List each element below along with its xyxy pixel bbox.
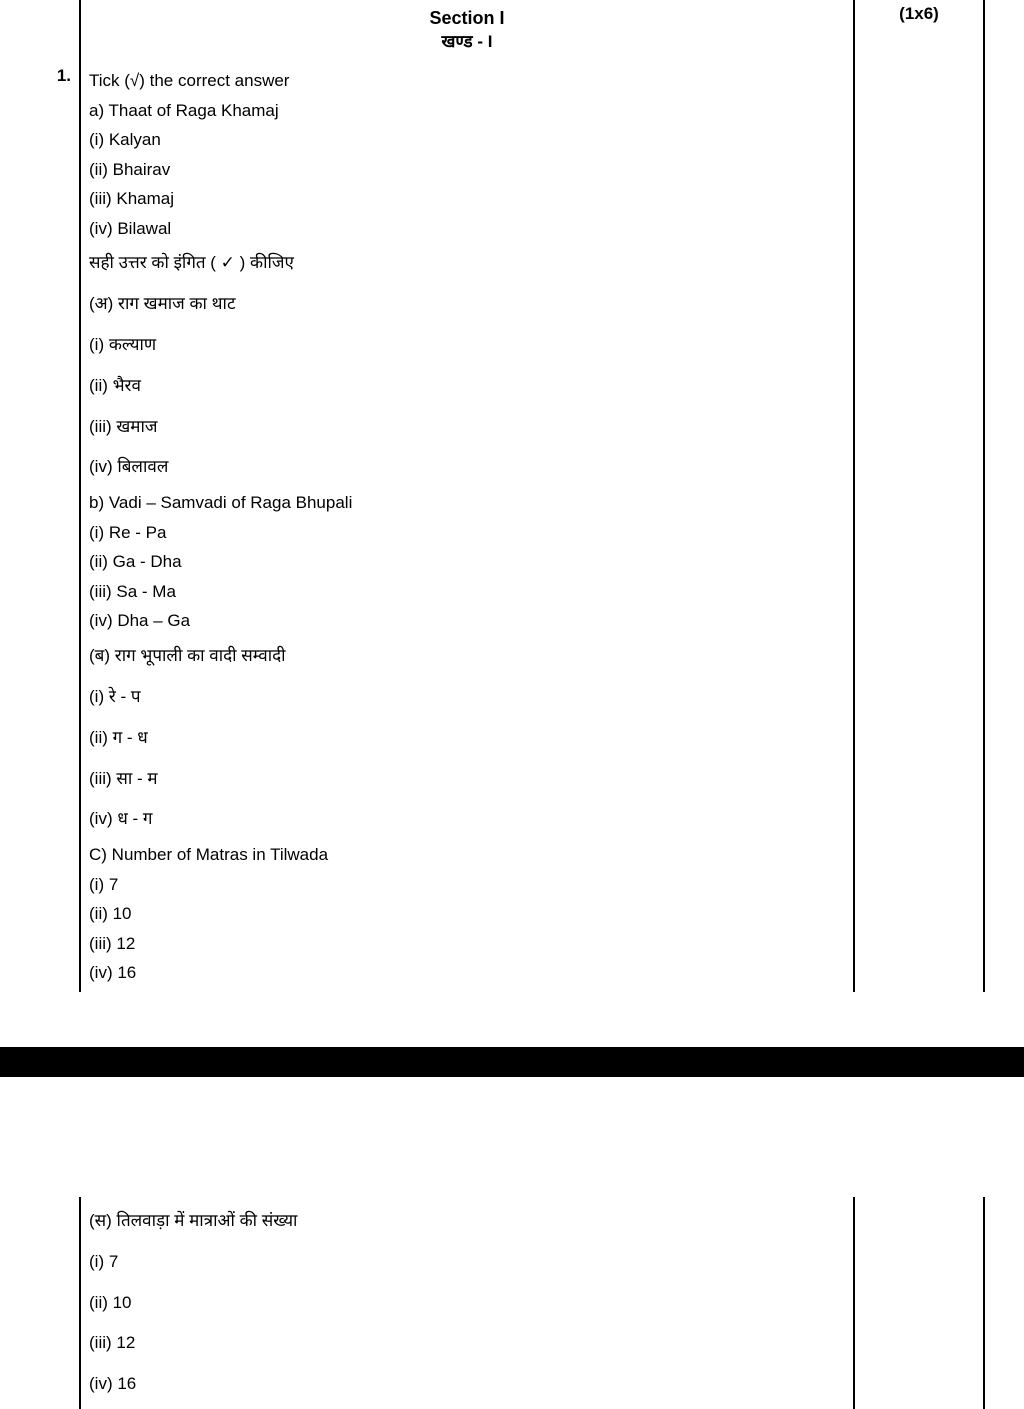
q1b-prompt-en: b) Vadi – Samvadi of Raga Bhupali (89, 488, 845, 518)
q1a-opt-i-hi: (i) कल्याण (89, 325, 845, 366)
q1c-opt-iv-hi: (iv) 16 (89, 1364, 845, 1405)
page-gap (0, 992, 1024, 1047)
q1c-opt-i-en: (i) 7 (89, 870, 845, 900)
q1b-opt-i-en: (i) Re - Pa (89, 518, 845, 548)
q1-instruction-en: Tick (√) the correct answer (89, 66, 845, 96)
q1c-opt-ii-hi: (ii) 10 (89, 1283, 845, 1324)
q1-instruction-hi: सही उत्तर को इंगित ( ✓ ) कीजिए (89, 243, 845, 284)
q1a-opt-ii-hi: (ii) भैरव (89, 366, 845, 407)
header-num-cell (20, 0, 80, 62)
p2-num-cell (20, 1197, 80, 1409)
q1b-prompt-hi: (ब) राग भूपाली का वादी सम्वादी (89, 636, 845, 677)
q1c-opt-iii-hi: (iii) 12 (89, 1323, 845, 1364)
q1b-opt-iii-en: (iii) Sa - Ma (89, 577, 845, 607)
q1-marks-cell (854, 62, 984, 992)
q1a-opt-i-en: (i) Kalyan (89, 125, 845, 155)
q1c-opt-ii-en: (ii) 10 (89, 899, 845, 929)
q1-number: 1. (20, 62, 80, 992)
section-marks: (1x6) (854, 0, 984, 62)
q1b-opt-iv-en: (iv) Dha – Ga (89, 606, 845, 636)
q1b-opt-i-hi: (i) रे - प (89, 677, 845, 718)
q1a-opt-ii-en: (ii) Bhairav (89, 155, 845, 185)
q1c-opt-iv-en: (iv) 16 (89, 958, 845, 988)
q1b-opt-iii-hi: (iii) सा - म (89, 759, 845, 800)
q1a-prompt-en: a) Thaat of Raga Khamaj (89, 96, 845, 126)
q1c-opt-i-hi: (i) 7 (89, 1242, 845, 1283)
q1c-prompt-en: C) Number of Matras in Tilwada (89, 840, 845, 870)
p2-marks-cell (854, 1197, 984, 1409)
after-divider-gap (0, 1077, 1024, 1197)
section-title: Section I (89, 4, 845, 29)
q1-content: Tick (√) the correct answer a) Thaat of … (80, 62, 854, 992)
section-subtitle: खण्ड - I (89, 29, 845, 58)
q1b-opt-ii-en: (ii) Ga - Dha (89, 547, 845, 577)
page-2: (स) तिलवाड़ा में मात्राओं की संख्या (i) … (0, 1197, 1024, 1409)
q1a-opt-iii-hi: (iii) खमाज (89, 407, 845, 448)
header-content-cell: Section I खण्ड - I (80, 0, 854, 62)
page-divider (0, 1047, 1024, 1077)
question-table-1: Section I खण्ड - I (1x6) 1. Tick (√) the… (20, 0, 1004, 992)
q1a-opt-iv-hi: (iv) बिलावल (89, 447, 845, 488)
q1a-opt-iv-en: (iv) Bilawal (89, 214, 845, 244)
q1b-opt-iv-hi: (iv) ध - ग (89, 799, 845, 840)
page-1: Section I खण्ड - I (1x6) 1. Tick (√) the… (0, 0, 1024, 992)
q1c-opt-iii-en: (iii) 12 (89, 929, 845, 959)
question-table-2: (स) तिलवाड़ा में मात्राओं की संख्या (i) … (20, 1197, 1004, 1409)
q1c-prompt-hi: (स) तिलवाड़ा में मात्राओं की संख्या (89, 1201, 845, 1242)
q1a-prompt-hi: (अ) राग खमाज का थाट (89, 284, 845, 325)
q1a-opt-iii-en: (iii) Khamaj (89, 184, 845, 214)
p2-content: (स) तिलवाड़ा में मात्राओं की संख्या (i) … (80, 1197, 854, 1409)
q1b-opt-ii-hi: (ii) ग - ध (89, 718, 845, 759)
